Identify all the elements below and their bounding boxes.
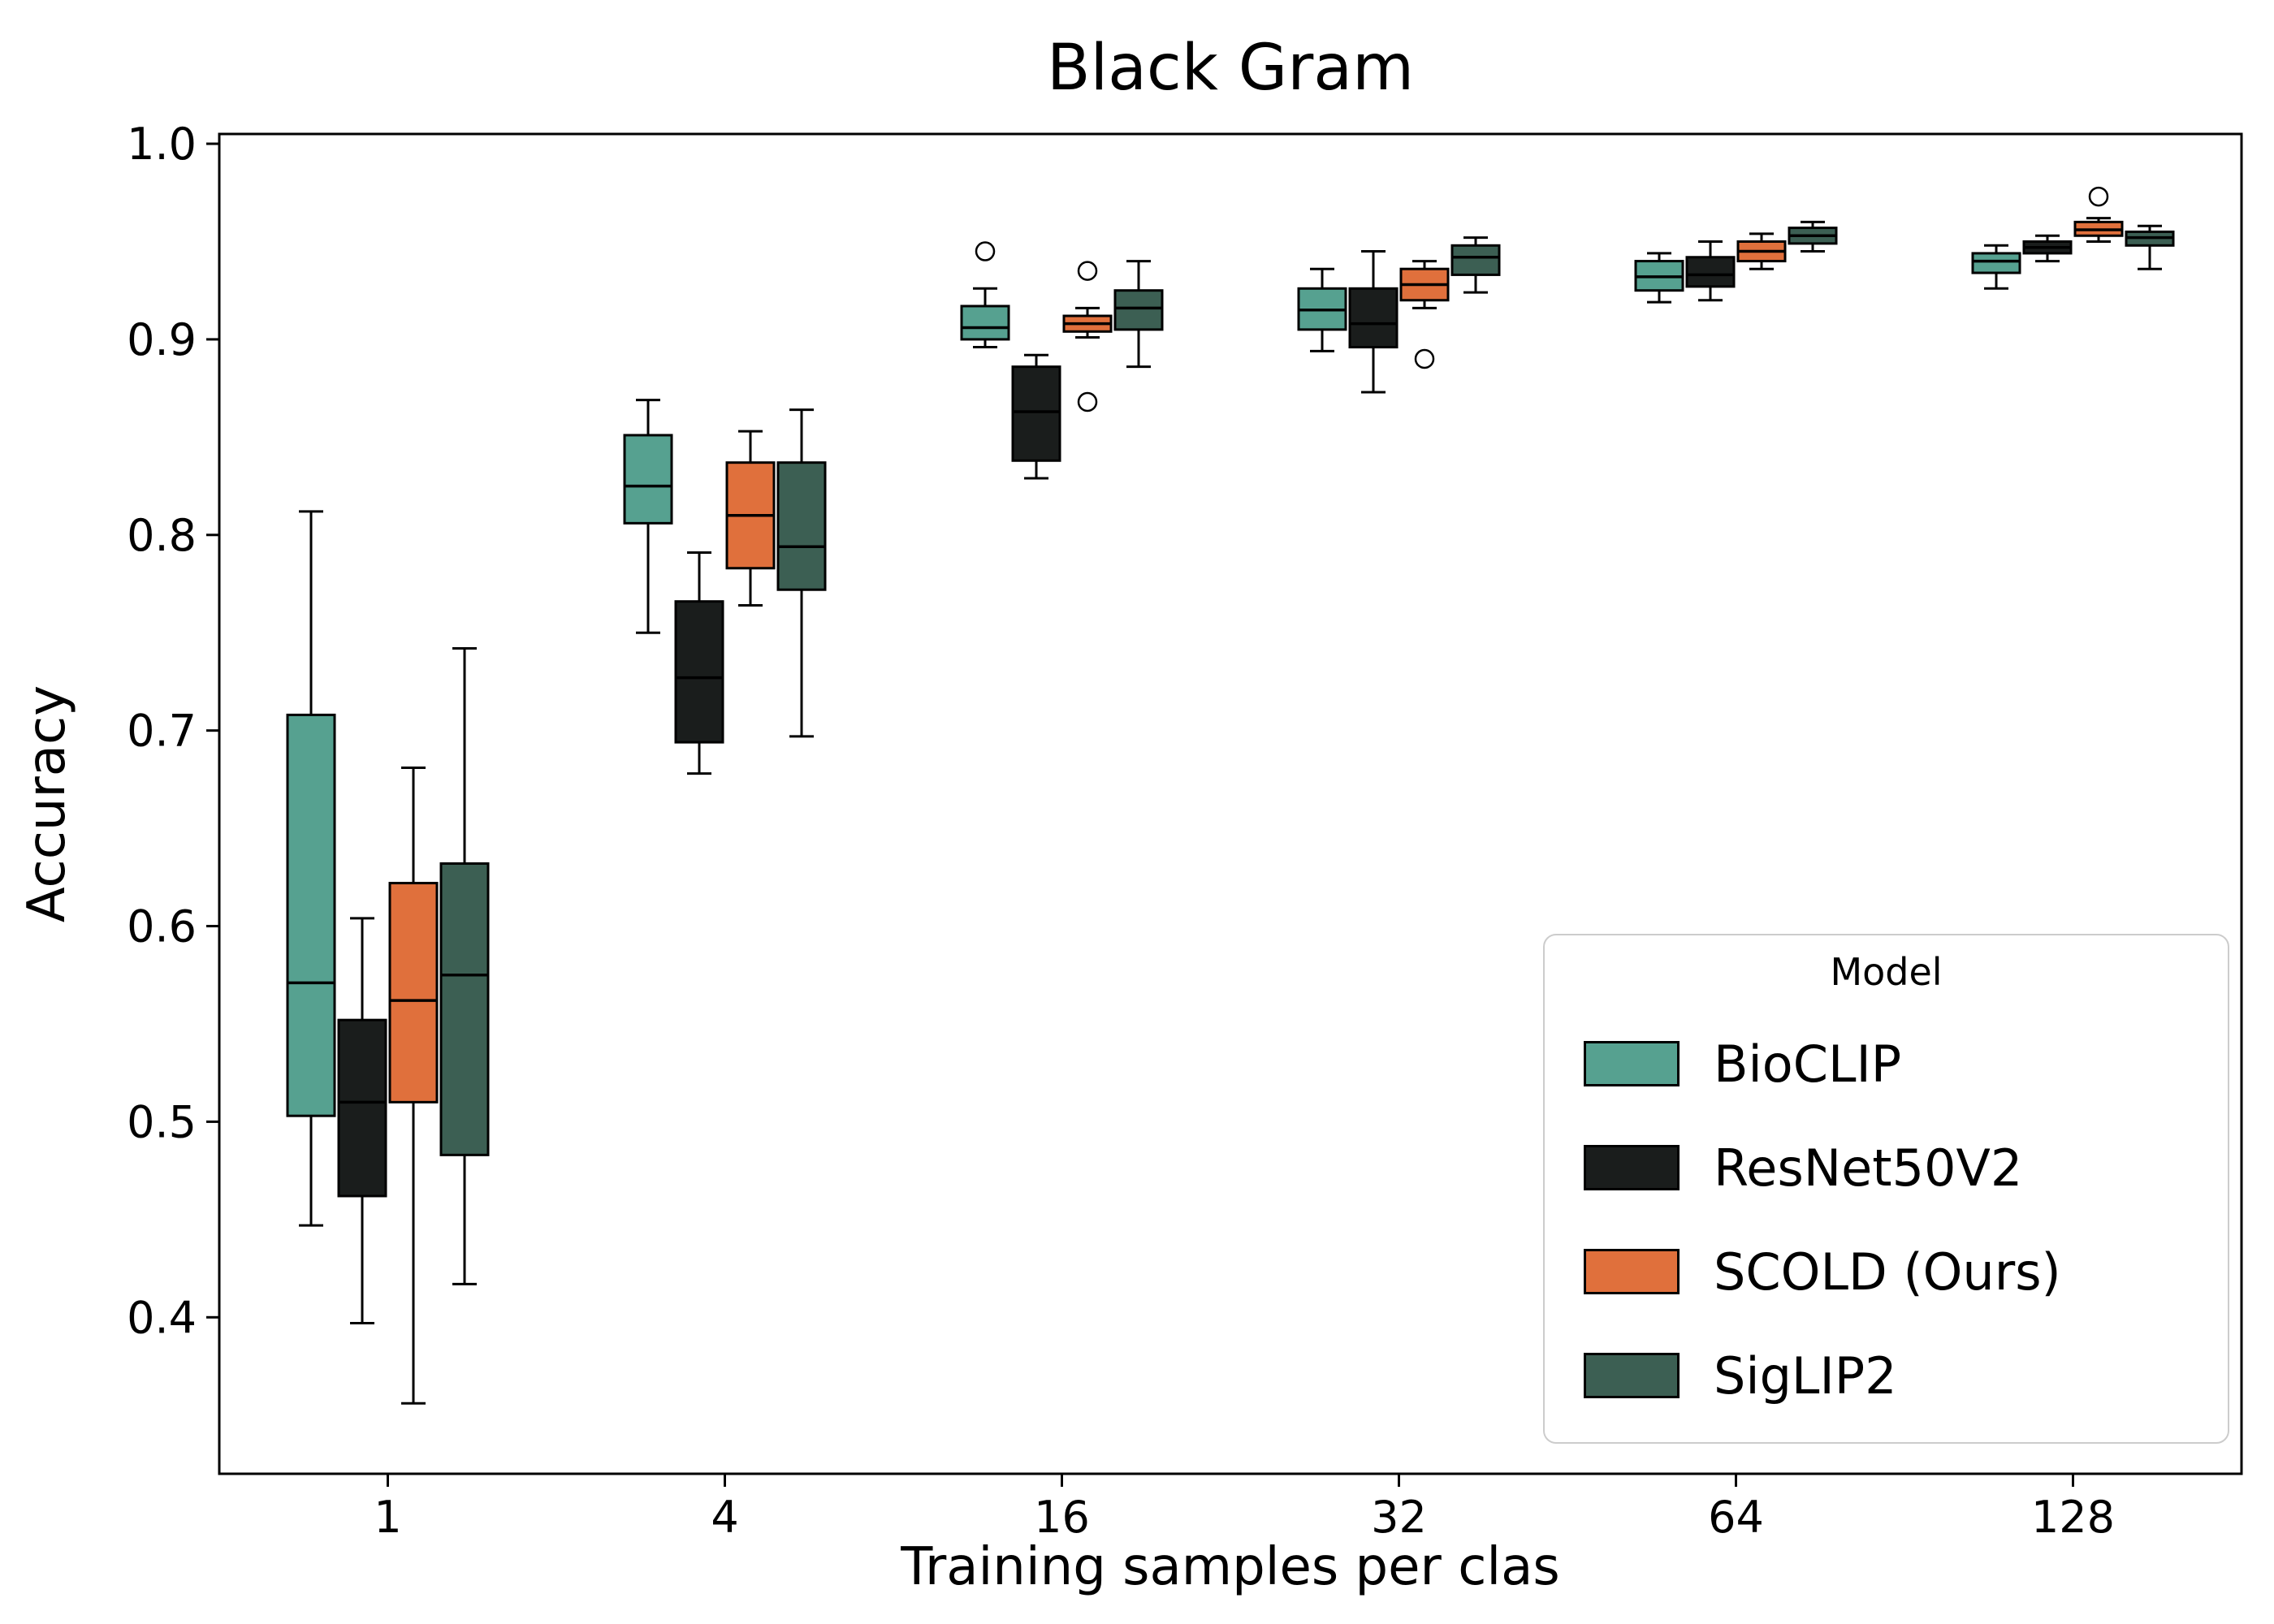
box-siglip2-16 — [1113, 289, 1164, 331]
x-tick-label: 64 — [1708, 1492, 1764, 1543]
legend-swatch-siglip2 — [1584, 1353, 1680, 1398]
y-tick-label: 0.8 — [127, 510, 197, 561]
legend: Model BioCLIP ResNet50V2 SCOLD (Ours) SigLI… — [1543, 934, 2229, 1444]
chart-title: Black Gram — [1046, 32, 1415, 105]
outlier-point — [1414, 348, 1435, 369]
box-siglip2-4 — [776, 461, 827, 591]
box-bioclip-4 — [623, 434, 673, 525]
legend-entry-bioclip: BioCLIP — [1545, 1012, 2228, 1116]
box-scold-ours-1 — [388, 882, 439, 1104]
box-bioclip-1 — [286, 713, 336, 1117]
legend-label-scold-ours: SCOLD (Ours) — [1714, 1242, 2061, 1302]
legend-entry-siglip2: SigLIP2 — [1545, 1324, 2228, 1427]
outlier-point — [1077, 261, 1098, 281]
box-resnet50v2-1 — [337, 1018, 387, 1198]
y-tick-label: 0.7 — [127, 706, 197, 757]
legend-entry-resnet50v2: ResNet50V2 — [1545, 1116, 2228, 1220]
plot-frame — [218, 132, 2243, 1475]
y-tick-label: 0.9 — [127, 314, 197, 365]
box-resnet50v2-64 — [1685, 256, 1736, 288]
x-tick-label: 32 — [1371, 1492, 1427, 1543]
legend-label-resnet50v2: ResNet50V2 — [1714, 1138, 2023, 1198]
box-resnet50v2-32 — [1348, 287, 1399, 349]
legend-entries: BioCLIP ResNet50V2 SCOLD (Ours) SigLIP2 — [1545, 1012, 2228, 1427]
y-tick-label: 1.0 — [127, 119, 197, 170]
y-tick-label: 0.5 — [127, 1096, 197, 1147]
legend-swatch-scold-ours — [1584, 1249, 1680, 1294]
outlier-point — [975, 241, 996, 261]
box-siglip2-32 — [1450, 244, 1501, 276]
box-siglip2-1 — [439, 862, 490, 1156]
x-tick-label: 1 — [374, 1492, 401, 1543]
legend-swatch-bioclip — [1584, 1041, 1680, 1086]
legend-title: Model — [1830, 950, 1943, 994]
legend-label-siglip2: SigLIP2 — [1714, 1345, 1897, 1406]
box-bioclip-16 — [960, 304, 1010, 341]
legend-swatch-resnet50v2 — [1584, 1145, 1680, 1190]
box-resnet50v2-16 — [1011, 365, 1061, 462]
box-resnet50v2-4 — [674, 600, 724, 744]
y-tick-label: 0.4 — [127, 1292, 197, 1343]
x-tick-label: 4 — [711, 1492, 738, 1543]
x-tick-label: 16 — [1034, 1492, 1090, 1543]
box-bioclip-128 — [1971, 252, 2021, 274]
y-tick-label: 0.6 — [127, 901, 197, 952]
legend-entry-scold-ours: SCOLD (Ours) — [1545, 1220, 2228, 1324]
y-axis-label: Accuracy — [17, 685, 77, 923]
legend-label-bioclip: BioCLIP — [1714, 1034, 1902, 1094]
x-tick-label: 128 — [2031, 1492, 2115, 1543]
outlier-point — [1077, 391, 1098, 412]
x-axis-label: Training samples per clas — [901, 1537, 1560, 1597]
outlier-point — [2088, 186, 2109, 207]
